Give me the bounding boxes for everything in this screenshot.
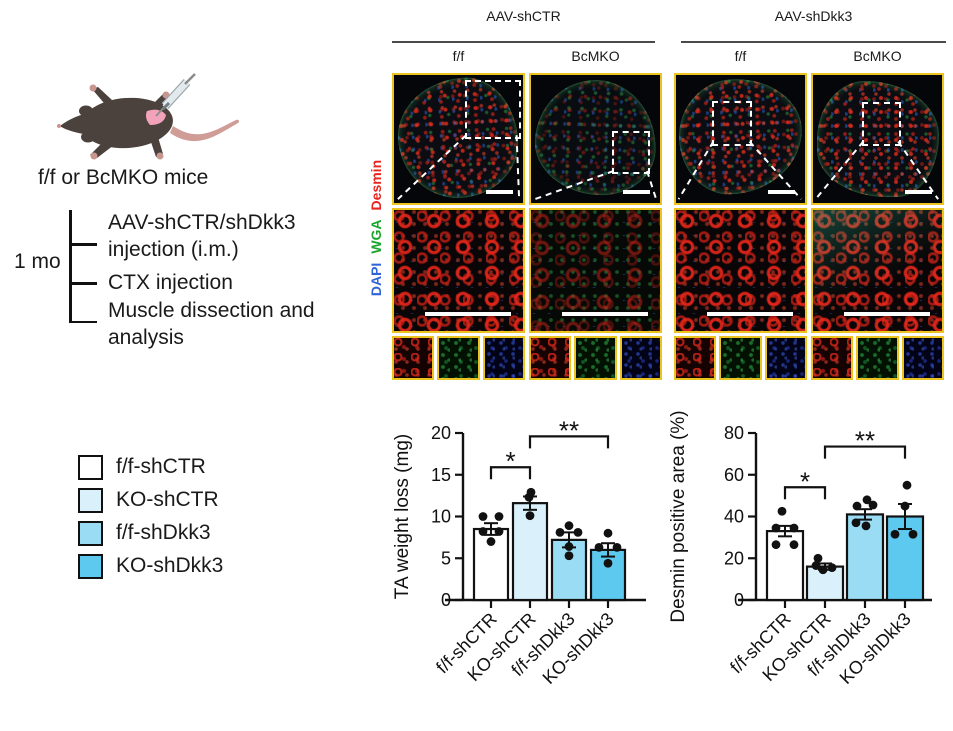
column-label-ff: f/f <box>452 48 465 64</box>
syringe-icon <box>155 73 196 117</box>
legend-label: KO-shDkk3 <box>116 554 224 577</box>
dapi-channel-thumb <box>619 336 662 380</box>
scale-bar <box>844 312 930 316</box>
svg-text:*: * <box>800 466 810 496</box>
roi-connector-lines <box>676 75 805 203</box>
svg-text:**: ** <box>559 415 579 445</box>
timeline-axis <box>69 210 72 323</box>
timeline-event-aav-injection: AAV-shCTR/shDkk3 injection (i.m.) <box>108 211 296 261</box>
timeline-duration-label: 1 mo <box>14 250 61 273</box>
ta-weight-loss-chart: TA weight loss (mg)05101520f/f-shCTRKO-s… <box>392 415 646 688</box>
wga-channel-thumb <box>437 336 480 380</box>
svg-text:Desmin positive area (%): Desmin positive area (%) <box>668 410 689 622</box>
dapi-channel-thumb <box>482 336 525 380</box>
svg-text:0: 0 <box>441 590 451 610</box>
desmin-channel-thumb <box>529 336 572 380</box>
svg-text:*: * <box>505 446 515 476</box>
svg-text:20: 20 <box>724 548 744 568</box>
svg-text:15: 15 <box>431 465 451 485</box>
micrograph-section-shdkk3-ff <box>674 73 807 205</box>
injection-site <box>146 109 166 125</box>
desmin-channel-thumb <box>674 336 717 380</box>
svg-text:0: 0 <box>734 590 744 610</box>
roi-box <box>862 101 901 146</box>
channel-strip-shctr-bcmko <box>529 336 662 380</box>
dapi-channel-thumb <box>764 336 807 380</box>
scale-bar <box>425 312 511 316</box>
dapi-channel-thumb <box>901 336 944 380</box>
timeline-event-dissection: Muscle dissection and analysis <box>108 299 315 349</box>
scale-bar <box>562 312 648 316</box>
timeline-tick-aav <box>69 243 97 246</box>
scale-bar <box>623 190 650 194</box>
roi-connector-lines <box>531 75 660 203</box>
legend-label: KO-shCTR <box>116 488 219 511</box>
timeline-tick-end <box>69 320 97 323</box>
group-underline <box>681 41 946 43</box>
svg-text:10: 10 <box>431 507 451 527</box>
micrograph-section-shctr-ff <box>392 73 525 205</box>
micrograph-zoom-shdkk3-bcmko <box>811 208 944 333</box>
scale-bar <box>905 190 932 194</box>
desmin-positive-area-chart: Desmin positive area (%) 020406080f/f-shC… <box>668 410 932 688</box>
scale-bar <box>486 190 513 194</box>
roi-box <box>712 100 753 146</box>
legend-label: f/f-shCTR <box>116 455 206 478</box>
roi-connector-lines <box>394 75 523 203</box>
desmin-channel-thumb <box>811 336 854 380</box>
roi-box <box>612 131 650 174</box>
mouse-nose <box>57 124 61 128</box>
mice-caption: f/f or BcMKO mice <box>38 166 209 189</box>
mouse-head <box>60 113 90 135</box>
svg-text:80: 80 <box>724 423 744 443</box>
scale-bar <box>707 312 793 316</box>
column-label-ff: f/f <box>734 48 747 64</box>
column-label-bcmko: BcMKO <box>853 48 902 64</box>
scale-bar <box>768 190 795 194</box>
stain-legend: DAPI WGA Desmin <box>358 128 394 328</box>
roi-connector-lines <box>813 75 942 203</box>
legend-item-ff-shctr: f/f-shCTR <box>78 454 206 480</box>
micrograph-section-shdkk3-bcmko <box>811 73 944 205</box>
mouse-tail <box>170 119 240 142</box>
legend-item-ff-shdkk3: f/f-shDkk3 <box>78 520 211 546</box>
legend-swatch-ff-shdkk3 <box>78 520 103 546</box>
micrograph-zoom-shctr-bcmko <box>529 208 662 333</box>
legend-item-ko-shctr: KO-shCTR <box>78 487 219 513</box>
legend-item-ko-shdkk3: KO-shDkk3 <box>78 553 224 579</box>
wga-channel-thumb <box>856 336 899 380</box>
stain-label-wga: WGA <box>368 219 384 254</box>
column-label-bcmko: BcMKO <box>571 48 620 64</box>
svg-text:TA weight loss (mg): TA weight loss (mg) <box>392 434 413 599</box>
svg-text:5: 5 <box>441 548 451 568</box>
legend-swatch-ko-shdkk3 <box>78 553 103 579</box>
svg-text:60: 60 <box>724 465 744 485</box>
wga-channel-thumb <box>574 336 617 380</box>
group-header-aav-shctr: AAV-shCTR <box>486 8 561 24</box>
group-header-aav-shdkk3: AAV-shDkk3 <box>774 8 853 24</box>
group-underline <box>392 41 655 43</box>
stain-label-dapi: DAPI <box>368 262 384 297</box>
micrograph-zoom-shctr-ff <box>392 208 525 333</box>
desmin-channel-thumb <box>392 336 435 380</box>
mouse-illustration <box>57 73 240 160</box>
timeline-event-ctx-injection: CTX injection <box>108 271 233 294</box>
wga-channel-thumb <box>719 336 762 380</box>
legend-swatch-ko-shctr <box>78 487 103 513</box>
tissue-section <box>816 81 940 197</box>
svg-text:20: 20 <box>431 423 451 443</box>
svg-text:40: 40 <box>724 507 744 527</box>
micrograph-section-shctr-bcmko <box>529 73 662 205</box>
channel-strip-shdkk3-bcmko <box>811 336 944 380</box>
channel-strip-shctr-ff <box>392 336 525 380</box>
svg-text:**: ** <box>855 426 875 456</box>
legend-label: f/f-shDkk3 <box>116 521 211 544</box>
legend-swatch-ff-shctr <box>78 454 103 480</box>
timeline-tick-ctx <box>69 282 97 285</box>
stain-label-desmin: Desmin <box>368 159 384 211</box>
roi-box <box>464 80 521 140</box>
micrograph-zoom-shdkk3-ff <box>674 208 807 333</box>
channel-strip-shdkk3-ff <box>674 336 807 380</box>
